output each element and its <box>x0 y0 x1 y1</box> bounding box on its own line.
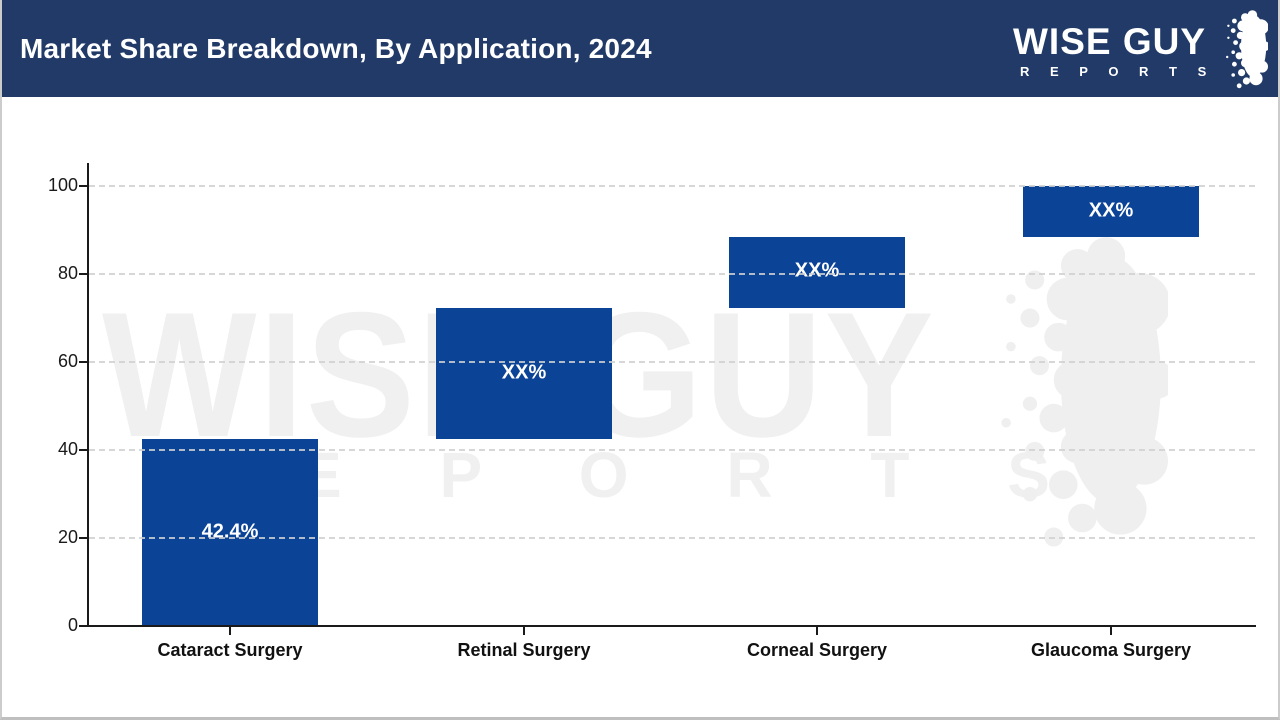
wise-guy-reports-logo: WISE GUY R E P O R T S <box>1013 7 1268 93</box>
y-tick-label-0: 0 <box>67 615 78 635</box>
y-tick-mark-40 <box>79 449 88 451</box>
bar-corneal-surgery: XX% <box>729 237 905 308</box>
x-tick-mark-3 <box>1110 627 1112 635</box>
watermark-face-icon <box>1001 237 1168 547</box>
x-tick-mark-1 <box>523 627 525 635</box>
gridline-100 <box>89 185 1255 187</box>
bar-glaucoma-surgery: XX% <box>1023 186 1199 238</box>
gridline-20 <box>89 537 1255 539</box>
page-title: Market Share Breakdown, By Application, … <box>20 32 652 64</box>
y-tick-mark-60 <box>79 361 88 363</box>
y-tick-label-40: 40 <box>57 439 78 459</box>
x-category-label: Corneal Surgery <box>746 640 888 660</box>
x-category-label: Glaucoma Surgery <box>1030 640 1192 660</box>
y-tick-label-60: 60 <box>57 351 78 371</box>
x-tick-mark-0 <box>229 627 231 635</box>
y-tick-mark-100 <box>79 185 88 187</box>
gridline-60 <box>89 361 1255 363</box>
y-axis-line <box>87 163 89 627</box>
y-tick-mark-80 <box>79 273 88 275</box>
bar-cataract-surgery: 42.4% <box>142 439 318 626</box>
bar-value-label: XX% <box>1088 199 1134 222</box>
x-category-label: Cataract Surgery <box>157 640 303 660</box>
x-axis-line <box>87 625 1256 627</box>
logo-wordmark-block: WISE GUY R E P O R T S <box>1013 21 1215 80</box>
bar-retinal-surgery: XX% <box>436 307 612 440</box>
y-tick-label-20: 20 <box>57 527 78 547</box>
x-category-label: Retinal Surgery <box>457 640 591 660</box>
logo-face-icon <box>1226 10 1268 89</box>
logo-wordmark: WISE GUY <box>1013 21 1207 62</box>
bar-value-label: 42.4% <box>201 520 259 543</box>
y-tick-mark-20 <box>79 537 88 539</box>
y-tick-label-80: 80 <box>57 263 78 283</box>
gridline-40 <box>89 449 1255 451</box>
bar-value-label: XX% <box>501 361 547 384</box>
gridline-80 <box>89 273 1255 275</box>
y-tick-mark-0 <box>79 625 88 627</box>
header-bar: Market Share Breakdown, By Application, … <box>0 0 1280 97</box>
logo-subtext: R E P O R T S <box>1020 64 1215 79</box>
bar-value-label: XX% <box>794 260 840 283</box>
x-tick-mark-2 <box>816 627 818 635</box>
y-tick-label-100: 100 <box>47 175 78 195</box>
